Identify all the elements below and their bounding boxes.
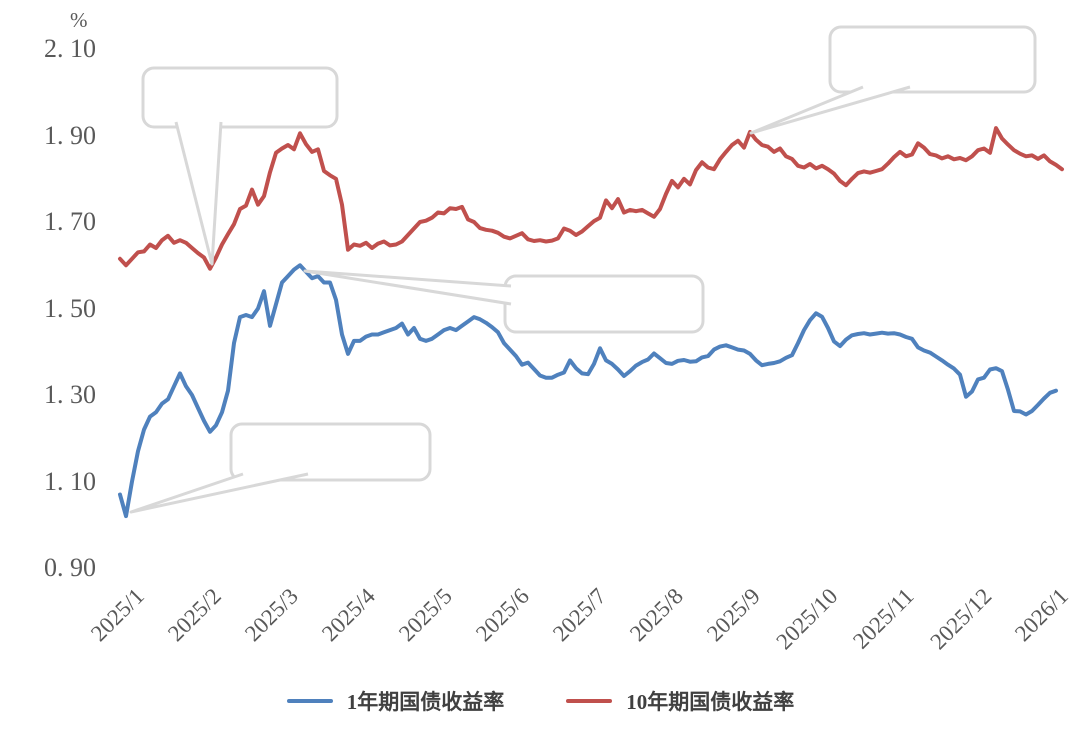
y-axis: 2. 10 1. 90 1. 70 1. 50 1. 30 1. 10 0. 90 <box>0 0 98 600</box>
y-axis-label: 1. 10 <box>44 466 96 496</box>
y-axis-label: 1. 70 <box>44 207 96 236</box>
y-axis-label: 1. 50 <box>44 293 96 323</box>
callout-pointer <box>303 269 512 306</box>
callout-pointer <box>749 85 911 135</box>
legend-label-1y: 1年期国债收益率 <box>346 690 505 714</box>
callout-box <box>828 25 1037 94</box>
series-line-1y <box>118 263 1058 519</box>
callout <box>749 25 1037 135</box>
callout <box>129 422 432 514</box>
callout-pointer <box>174 121 223 266</box>
y-axis-label: 2. 10 <box>44 34 96 63</box>
legend-line-10y-icon <box>566 699 613 703</box>
y-axis-label: 0. 90 <box>44 553 96 582</box>
callout <box>141 66 339 266</box>
y-axis-label: 1. 90 <box>44 120 96 150</box>
callout <box>303 269 705 334</box>
legend-line-1y-icon <box>286 699 333 703</box>
callout-box <box>229 422 432 482</box>
legend-label-10y: 10年期国债收益率 <box>626 690 795 714</box>
legend: 1年期国债收益率 10年期国债收益率 <box>0 684 1081 718</box>
callout-pointer <box>129 472 309 514</box>
y-axis-unit-label: % <box>70 8 88 32</box>
series-line-10y <box>118 126 1064 271</box>
y-axis-label: 1. 30 <box>44 380 96 409</box>
callout-box <box>141 66 339 129</box>
callout-box <box>503 274 705 334</box>
